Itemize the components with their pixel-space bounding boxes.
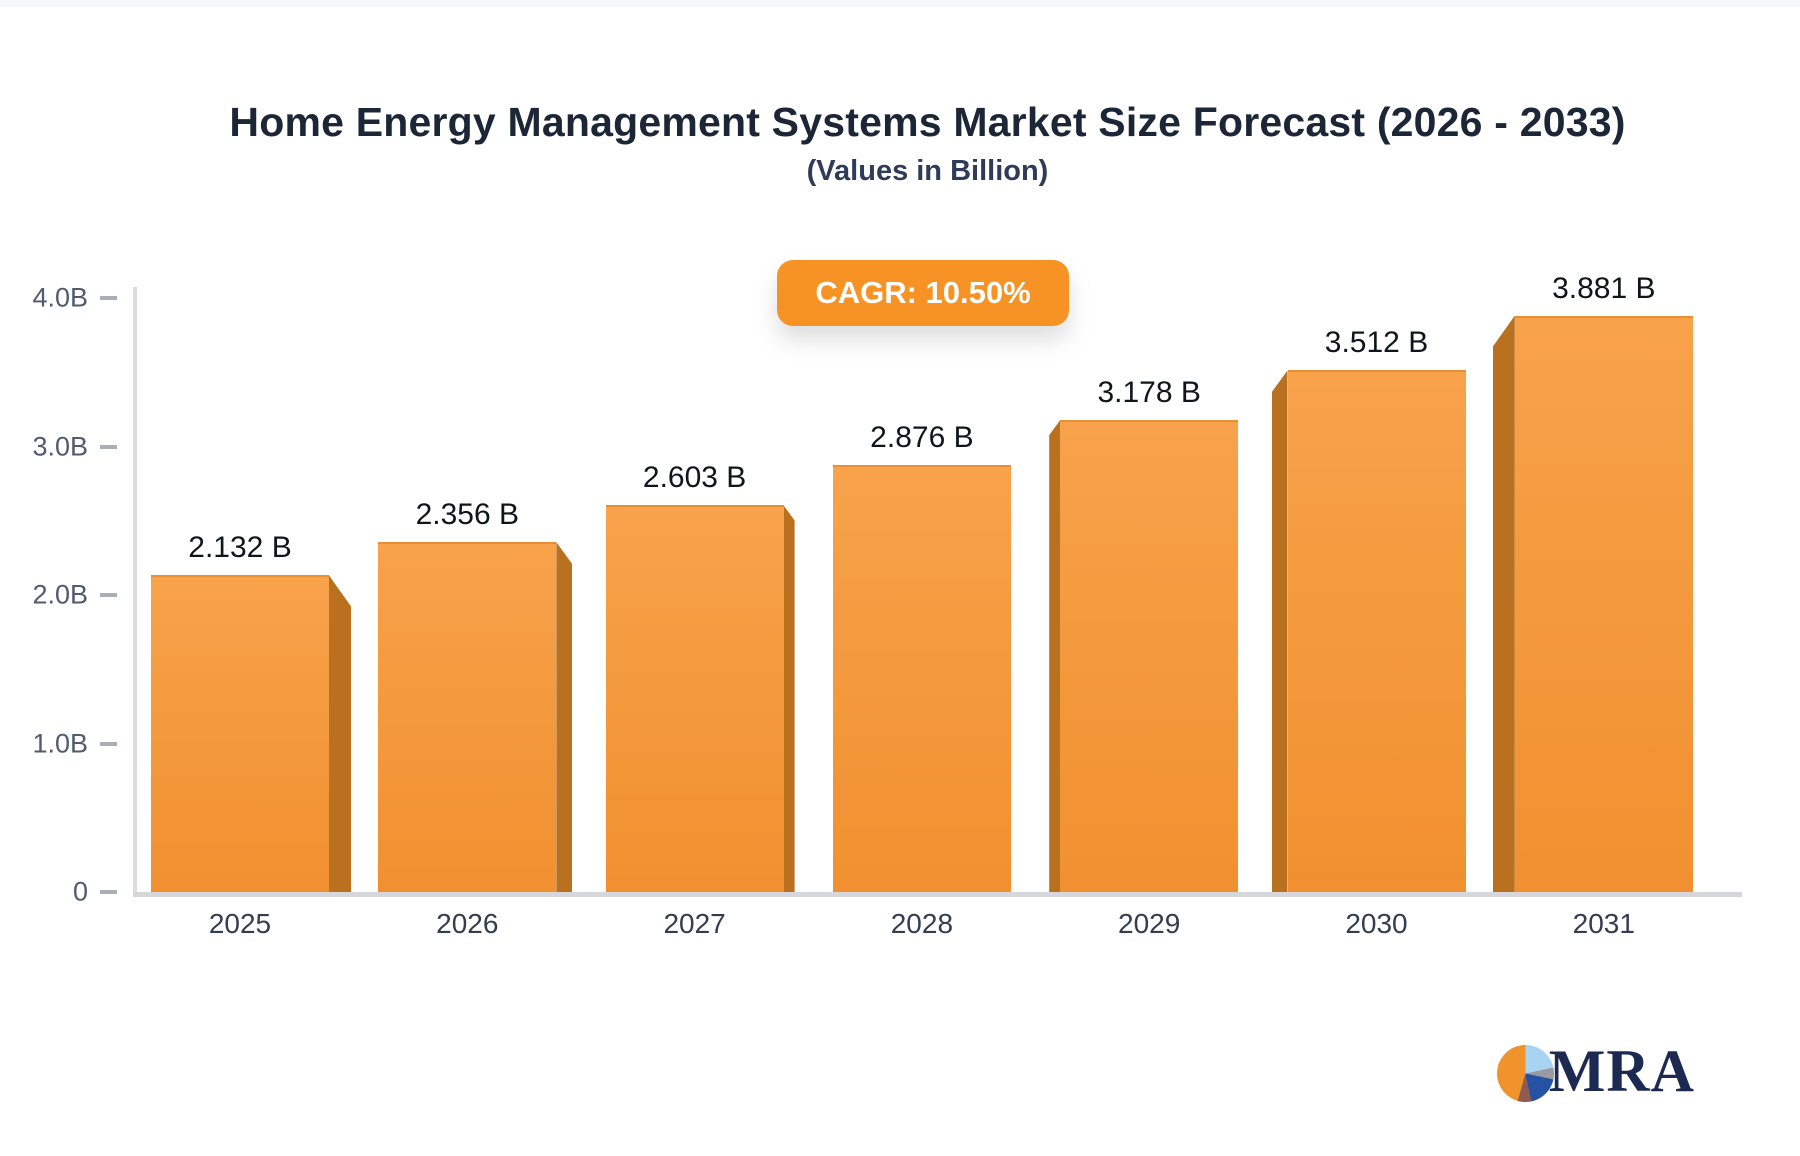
bar-face-2026: [378, 542, 557, 892]
bar-3d-side-2027: [783, 505, 795, 892]
bar-2031: 3.881 B: [1492, 272, 1693, 892]
x-axis-label-2027: 2027: [663, 908, 726, 939]
y-tick-dash-1.0B: [100, 741, 117, 746]
y-axis-line: [133, 287, 137, 892]
bar-value-label-2030: 3.512 B: [1324, 326, 1429, 360]
y-tick-dash-3.0B: [100, 444, 117, 449]
bar-3d-side-2030: [1271, 370, 1288, 892]
y-tick-dash-2.0B: [100, 593, 117, 597]
bar-value-label-2028: 2.876 B: [870, 420, 974, 454]
bar-2028: 2.876 B: [832, 421, 1011, 892]
logo-text: MRA: [1548, 1038, 1695, 1104]
x-axis-label-2025: 2025: [208, 908, 272, 939]
bar-2029: 3.178 B: [1049, 376, 1239, 892]
bar-2026: 2.356 B: [378, 498, 573, 892]
bar-face-2031: [1514, 315, 1693, 892]
bar-3d-side-2025: [329, 575, 351, 892]
x-axis-label-2031: 2031: [1572, 908, 1635, 939]
bar-face-2025: [151, 575, 329, 892]
bar-face-2030: [1287, 370, 1466, 892]
y-tick-label-2.0B: 2.0B: [32, 579, 88, 610]
y-tick-label-3.0B: 3.0B: [32, 431, 88, 461]
y-tick-label-1.0B: 1.0B: [32, 728, 88, 758]
x-axis-label-2026: 2026: [436, 908, 499, 939]
cagr-badge-row: CAGR: 10.50%: [46, 260, 1800, 326]
bar-value-label-2026: 2.356 B: [415, 498, 520, 532]
x-axis-label-2028: 2028: [890, 908, 954, 939]
bar-chart: 4.0B 3.0B 2.0B 1.0B 0 2.132 B 2025 2.356 B 2026 2…: [32, 272, 1742, 939]
cagr-badge: CAGR: 10.50%: [777, 260, 1069, 326]
bar-value-label-2025: 2.132 B: [188, 531, 292, 565]
bar-face-2029: [1060, 420, 1239, 892]
bar-value-label-2031: 3.881 B: [1552, 271, 1656, 305]
y-tick-label-4.0B: 4.0B: [32, 282, 88, 313]
bar-face-2027: [605, 505, 784, 892]
bar-value-label-2029: 3.178 B: [1097, 376, 1201, 410]
page-title: Home Energy Management Systems Market Si…: [229, 99, 1626, 145]
bar-2025: 2.132 B: [151, 531, 351, 892]
y-tick-dash-4.0B: [100, 296, 117, 300]
x-axis-label-2030: 2030: [1345, 908, 1408, 939]
bar-2030: 3.512 B: [1271, 326, 1466, 892]
bar-3d-side-2026: [556, 542, 573, 892]
pie-chart-icon: [1496, 1045, 1554, 1102]
bar-3d-side-2031: [1492, 315, 1515, 892]
x-axis-label-2029: 2029: [1118, 908, 1181, 939]
bar-face-2028: [832, 464, 1011, 892]
bar-3d-side-2029: [1049, 420, 1061, 892]
x-axis-line: [133, 892, 1742, 897]
y-tick-label-0: 0: [72, 876, 88, 907]
y-tick-dash-0: [100, 890, 117, 894]
page-subtitle: (Values in Billion): [806, 155, 1049, 187]
bar-2027: 2.603 B: [605, 461, 795, 892]
mra-logo: MRA: [1496, 1037, 1695, 1106]
bar-value-label-2027: 2.603 B: [642, 461, 747, 495]
